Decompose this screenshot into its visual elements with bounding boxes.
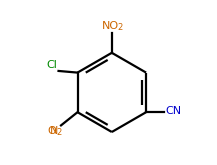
Text: CN: CN: [166, 106, 182, 116]
Text: N: N: [50, 126, 58, 136]
Text: NO: NO: [102, 21, 119, 31]
Text: O: O: [47, 126, 56, 136]
Text: Cl: Cl: [47, 60, 58, 70]
Text: 2: 2: [56, 128, 61, 137]
Text: 2: 2: [117, 23, 122, 32]
